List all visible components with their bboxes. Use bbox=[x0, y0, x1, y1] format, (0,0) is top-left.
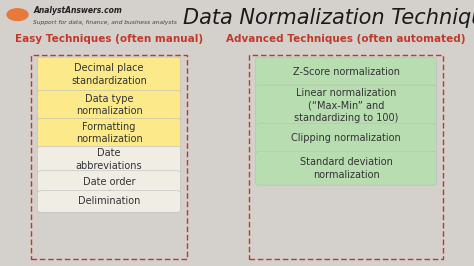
FancyBboxPatch shape bbox=[37, 90, 181, 120]
Text: Clipping normalization: Clipping normalization bbox=[291, 134, 401, 143]
FancyBboxPatch shape bbox=[37, 118, 181, 148]
Text: Advanced Techniques (often automated): Advanced Techniques (often automated) bbox=[226, 34, 466, 44]
FancyBboxPatch shape bbox=[255, 85, 437, 125]
Text: Z-Score normalization: Z-Score normalization bbox=[292, 67, 400, 77]
FancyBboxPatch shape bbox=[37, 191, 181, 212]
Text: Easy Techniques (often manual): Easy Techniques (often manual) bbox=[15, 34, 203, 44]
FancyBboxPatch shape bbox=[37, 171, 181, 192]
FancyBboxPatch shape bbox=[37, 146, 181, 172]
Text: Date
abbreviations: Date abbreviations bbox=[76, 148, 142, 171]
Text: Decimal place
standardization: Decimal place standardization bbox=[71, 63, 147, 86]
Text: Data type
normalization: Data type normalization bbox=[76, 94, 142, 117]
FancyBboxPatch shape bbox=[37, 57, 181, 92]
Text: Support for data, finance, and business analysts: Support for data, finance, and business … bbox=[33, 20, 177, 25]
FancyBboxPatch shape bbox=[255, 57, 437, 87]
Text: Data Normalization Techniques: Data Normalization Techniques bbox=[183, 8, 474, 28]
FancyBboxPatch shape bbox=[255, 124, 437, 153]
Circle shape bbox=[7, 9, 28, 20]
Text: Date order: Date order bbox=[83, 177, 135, 186]
Text: Linear normalization
(“Max-Min” and
standardizing to 100): Linear normalization (“Max-Min” and stan… bbox=[294, 88, 398, 123]
Text: AnalystAnswers.com: AnalystAnswers.com bbox=[33, 6, 122, 15]
Text: Standard deviation
normalization: Standard deviation normalization bbox=[300, 157, 392, 180]
Text: Formatting
normalization: Formatting normalization bbox=[76, 122, 142, 144]
FancyBboxPatch shape bbox=[255, 152, 437, 185]
Text: Delimination: Delimination bbox=[78, 197, 140, 206]
